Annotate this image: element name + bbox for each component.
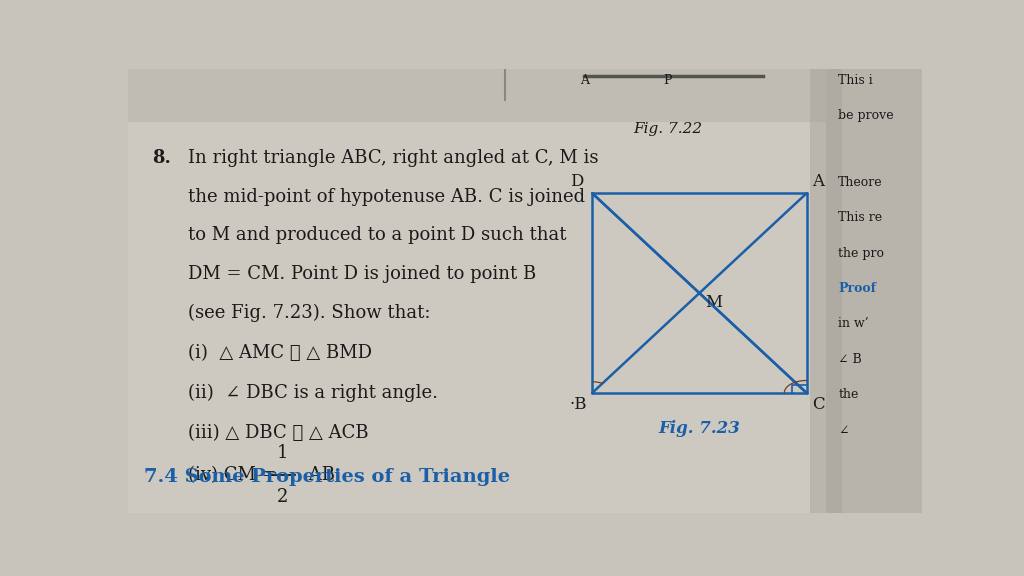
Text: A: A (580, 74, 589, 86)
Text: This i: This i (839, 74, 873, 86)
Text: In right triangle ABC, right angled at C, M is: In right triangle ABC, right angled at C… (187, 149, 598, 167)
FancyBboxPatch shape (811, 69, 842, 513)
Text: DM = CM. Point D is joined to point B: DM = CM. Point D is joined to point B (187, 265, 536, 283)
Text: ∠ B: ∠ B (839, 353, 862, 366)
Text: Proof: Proof (839, 282, 877, 295)
Text: (see Fig. 7.23). Show that:: (see Fig. 7.23). Show that: (187, 304, 430, 321)
Text: ·B: ·B (569, 396, 587, 413)
Text: to M and produced to a point D such that: to M and produced to a point D such that (187, 226, 566, 244)
Text: the: the (839, 388, 859, 401)
Text: ∠: ∠ (839, 424, 849, 437)
Text: 1: 1 (278, 444, 289, 461)
Text: 7.4 Some Properties of a Triangle: 7.4 Some Properties of a Triangle (143, 468, 510, 486)
Text: (ii)  ∠ DBC is a right angle.: (ii) ∠ DBC is a right angle. (187, 384, 437, 402)
Text: 8.: 8. (152, 149, 171, 167)
Text: Theore: Theore (839, 176, 883, 188)
Text: M: M (705, 294, 722, 311)
Text: (i)  △ AMC ≅ △ BMD: (i) △ AMC ≅ △ BMD (187, 344, 372, 362)
Text: (iv) CM =: (iv) CM = (187, 466, 282, 484)
Text: 2: 2 (278, 488, 289, 506)
Text: D: D (570, 173, 584, 191)
Text: A: A (812, 173, 823, 191)
FancyBboxPatch shape (128, 69, 826, 122)
Text: P: P (664, 74, 672, 86)
FancyBboxPatch shape (128, 69, 826, 513)
Text: in w’: in w’ (839, 317, 869, 331)
Text: This re: This re (839, 211, 883, 224)
Text: the mid-point of hypotenuse AB. C is joined: the mid-point of hypotenuse AB. C is joi… (187, 188, 585, 206)
Text: AB: AB (303, 466, 335, 484)
FancyBboxPatch shape (826, 69, 922, 513)
Text: Fig. 7.22: Fig. 7.22 (633, 122, 702, 137)
Text: the pro: the pro (839, 247, 885, 260)
Text: be prove: be prove (839, 109, 894, 122)
Text: Fig. 7.23: Fig. 7.23 (658, 419, 740, 437)
Text: (iii) △ DBC ≅ △ ACB: (iii) △ DBC ≅ △ ACB (187, 424, 369, 442)
Text: C: C (812, 396, 824, 413)
